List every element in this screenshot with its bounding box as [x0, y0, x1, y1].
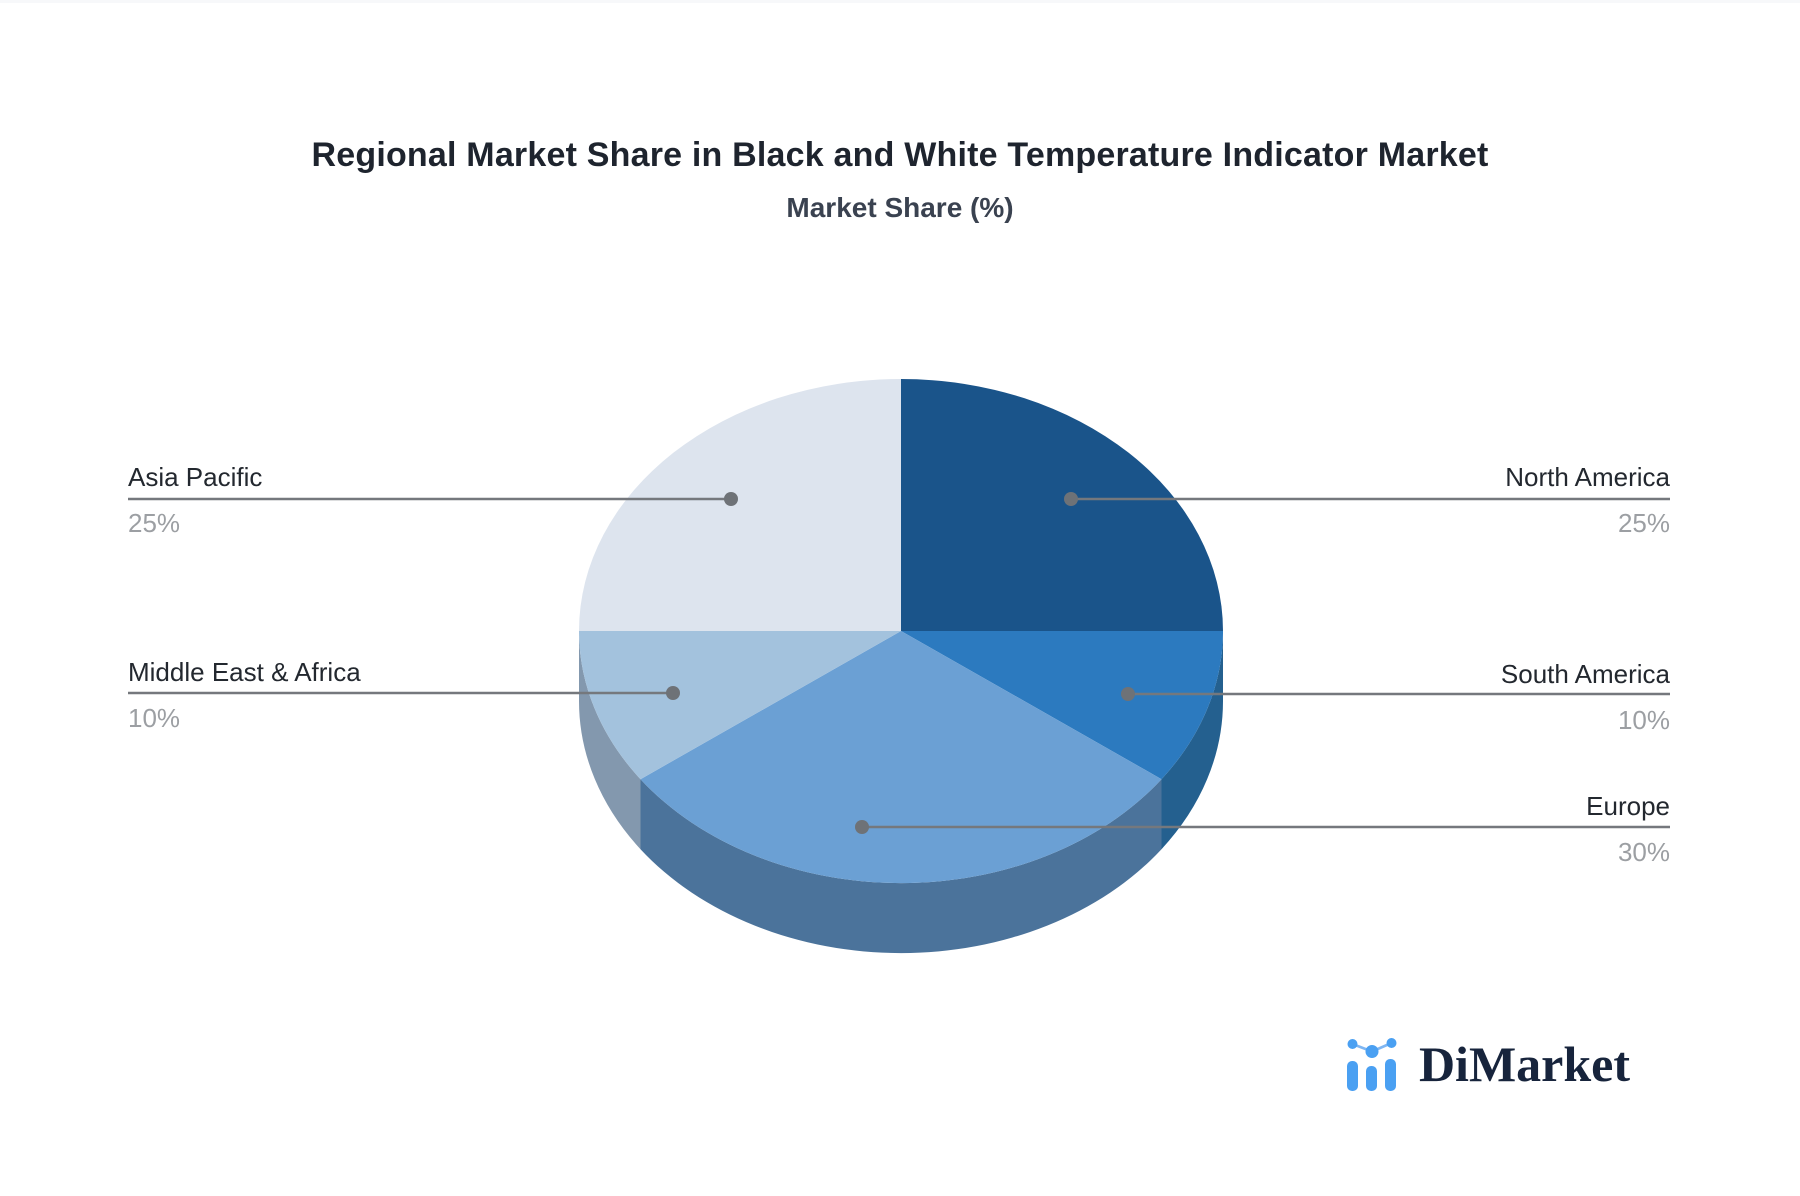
callout-south-america: South America 10% — [1150, 658, 1670, 736]
pie-side-south-america — [1161, 631, 1223, 850]
chart-title: Regional Market Share in Black and White… — [311, 136, 1489, 174]
pie-slice-asia-pacific — [579, 379, 901, 631]
pie-slice-europe — [640, 631, 1162, 884]
callout-europe: Europe 30% — [1150, 790, 1670, 868]
brand-name: DiMarket — [1418, 1036, 1630, 1092]
slice-percent: 10% — [128, 703, 181, 733]
slice-label: South America — [1500, 659, 1670, 689]
leader-dot-asia-pacific — [724, 492, 738, 506]
leader-lines — [128, 497, 1670, 829]
brand-logo: DiMarket — [1345, 1032, 1630, 1096]
logo-dots — [1347, 1038, 1397, 1058]
slice-label: Middle East & Africa — [128, 657, 361, 687]
slice-percent: 30% — [1617, 837, 1670, 867]
pie-slice-middle-east-africa — [578, 631, 901, 780]
leader-dots — [666, 492, 1135, 834]
callout-middle-east-africa: Middle East & Africa 10% — [128, 656, 648, 734]
slice-percent: 10% — [1617, 705, 1670, 735]
pie-side-middle-east-africa — [578, 631, 641, 850]
top-strip — [0, 0, 1800, 3]
leader-dot-europe — [855, 820, 869, 834]
pie-slice-south-america — [901, 631, 1223, 780]
slice-label: Asia Pacific — [128, 462, 263, 492]
chart-subtitle: Market Share (%) — [786, 192, 1014, 223]
logo-bars — [1346, 1059, 1396, 1091]
leader-dot-middle-east-africa — [666, 686, 680, 700]
callout-north-america: North America 25% — [1150, 461, 1670, 539]
bar-chart-logo-icon — [1346, 1038, 1397, 1091]
leader-dot-north-america — [1064, 492, 1078, 506]
slice-percent: 25% — [128, 508, 181, 538]
slice-label: Europe — [1586, 791, 1670, 821]
pie-slice-north-america — [901, 379, 1223, 631]
slice-percent: 25% — [1617, 508, 1670, 538]
callout-asia-pacific: Asia Pacific 25% — [128, 461, 648, 539]
slice-label: North America — [1505, 462, 1670, 492]
pie-side-europe — [640, 779, 1162, 954]
leader-dot-south-america — [1121, 687, 1135, 701]
